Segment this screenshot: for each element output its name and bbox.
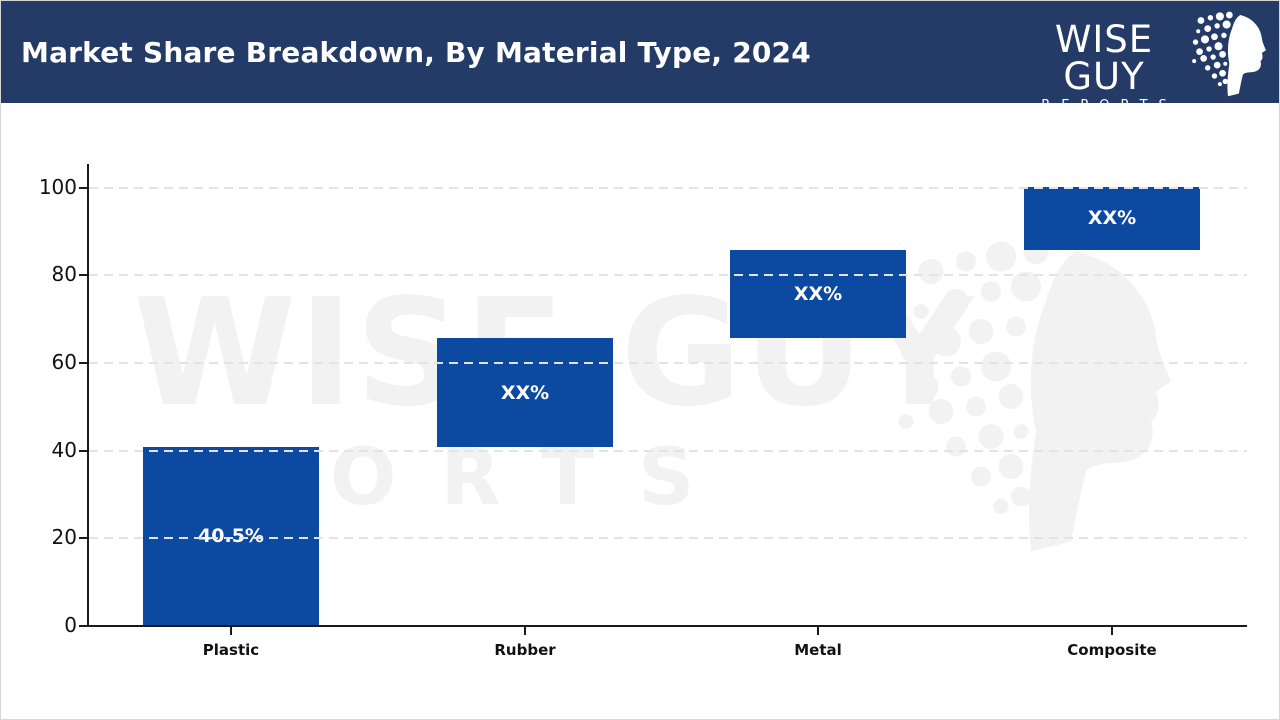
bar-rubber: XX%: [437, 337, 613, 448]
y-tick-label: 0: [64, 613, 77, 637]
brand-subtitle: REPORTS: [1041, 98, 1178, 113]
y-tick-label: 100: [38, 174, 77, 199]
y-tick-mark: [79, 361, 87, 364]
gridline: [89, 361, 1247, 364]
gridline: [89, 274, 1247, 277]
x-axis-line: [87, 625, 1247, 627]
bar-plastic: 40.5%: [143, 447, 319, 625]
chart-title: Market Share Breakdown, By Material Type…: [21, 35, 811, 69]
x-tick-mark: [230, 627, 232, 635]
y-tick-mark: [79, 537, 87, 540]
x-category-label: Metal: [794, 641, 842, 659]
header-bar: Market Share Breakdown, By Material Type…: [1, 1, 1279, 113]
brand-logo: WISE GUY REPORTS: [1015, 9, 1266, 113]
y-tick-mark: [79, 449, 87, 452]
bar-value-label: XX%: [793, 282, 843, 305]
x-tick-mark: [1111, 627, 1113, 635]
y-tick-label: 60: [51, 349, 77, 374]
bar-value-label: XX%: [500, 381, 550, 404]
y-tick-mark: [79, 186, 87, 189]
x-category-label: Rubber: [494, 641, 556, 659]
y-tick-label: 80: [51, 262, 77, 287]
brand-logo-text: WISE GUY REPORTS: [1015, 21, 1193, 113]
x-tick-mark: [524, 627, 526, 635]
bar-composite: XX%: [1024, 186, 1200, 251]
bar-value-label: XX%: [1087, 207, 1137, 230]
y-tick-label: 20: [51, 525, 77, 550]
x-category-label: Plastic: [202, 641, 260, 659]
x-tick-mark: [817, 627, 819, 635]
y-tick-mark: [79, 625, 87, 627]
gridline: [89, 449, 1247, 452]
brand-name: WISE GUY: [1054, 18, 1154, 98]
brand-head-icon: [1192, 11, 1266, 97]
bar-metal: XX%: [730, 250, 906, 338]
gridline: [89, 537, 1247, 540]
y-axis-line: [87, 164, 89, 627]
plot-area: 0 20 40 60 80 100 40.5% Plastic XX% Rubber XX% Meta…: [1, 103, 1279, 719]
gridline: [89, 186, 1247, 189]
watermark-head-logo: [898, 239, 1171, 552]
y-tick-mark: [79, 274, 87, 277]
x-category-label: Composite: [1067, 641, 1157, 659]
y-tick-label: 40: [51, 437, 77, 462]
bar-value-label: 40.5%: [198, 525, 264, 548]
